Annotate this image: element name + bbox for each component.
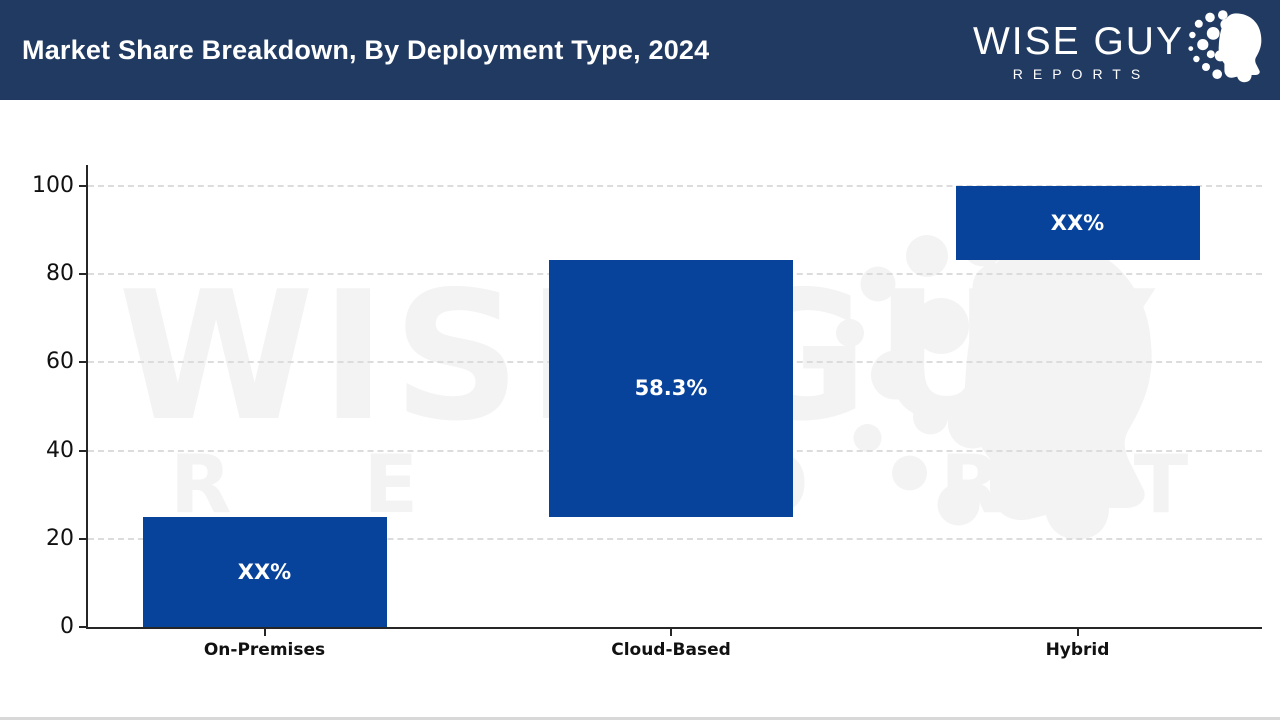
y-tick-label-100: 100 — [32, 173, 74, 198]
bar-hybrid: XX% — [955, 186, 1200, 260]
y-tick-20 — [79, 537, 88, 540]
header-band: Market Share Breakdown, By Deployment Ty… — [0, 0, 1280, 100]
logo-text: WISE GUY REPORTS — [973, 22, 1184, 81]
footer-strip — [0, 717, 1280, 720]
category-label-0: On-Premises — [203, 640, 326, 660]
y-tick-40 — [79, 449, 88, 452]
y-tick-60 — [79, 361, 88, 364]
x-axis — [86, 627, 1262, 629]
bar-on-premises: XX% — [142, 516, 387, 627]
category-label-1: Cloud-Based — [611, 640, 731, 660]
bar-cloud-based: 58.3% — [549, 259, 793, 517]
category-label-2: Hybrid — [1045, 640, 1110, 660]
logo-wordmark: WISE GUY — [972, 19, 1184, 63]
x-tick-0 — [263, 629, 266, 636]
y-tick-label-0: 0 — [60, 614, 74, 639]
y-tick-label-60: 60 — [46, 349, 74, 375]
gridline-20 — [88, 537, 1262, 540]
bar-value-label: XX% — [237, 559, 292, 584]
y-tick-label-40: 40 — [46, 437, 74, 463]
y-tick-0 — [79, 626, 88, 628]
x-tick-2 — [1076, 629, 1079, 636]
gridline-100 — [88, 185, 1262, 187]
y-tick-100 — [79, 185, 88, 187]
wise-guy-reports-logo: WISE GUY REPORTS — [973, 8, 1266, 94]
page-title: Market Share Breakdown, By Deployment Ty… — [22, 34, 710, 65]
y-tick-label-20: 20 — [46, 525, 74, 551]
y-tick-80 — [79, 273, 88, 276]
x-tick-1 — [670, 629, 672, 636]
bar-value-label: 58.3% — [634, 376, 708, 401]
bar-value-label: XX% — [1050, 210, 1105, 235]
y-tick-label-80: 80 — [46, 261, 74, 287]
y-axis — [86, 165, 88, 629]
logo-subtitle: REPORTS — [1012, 65, 1151, 82]
head-silhouette-icon — [1188, 10, 1262, 83]
